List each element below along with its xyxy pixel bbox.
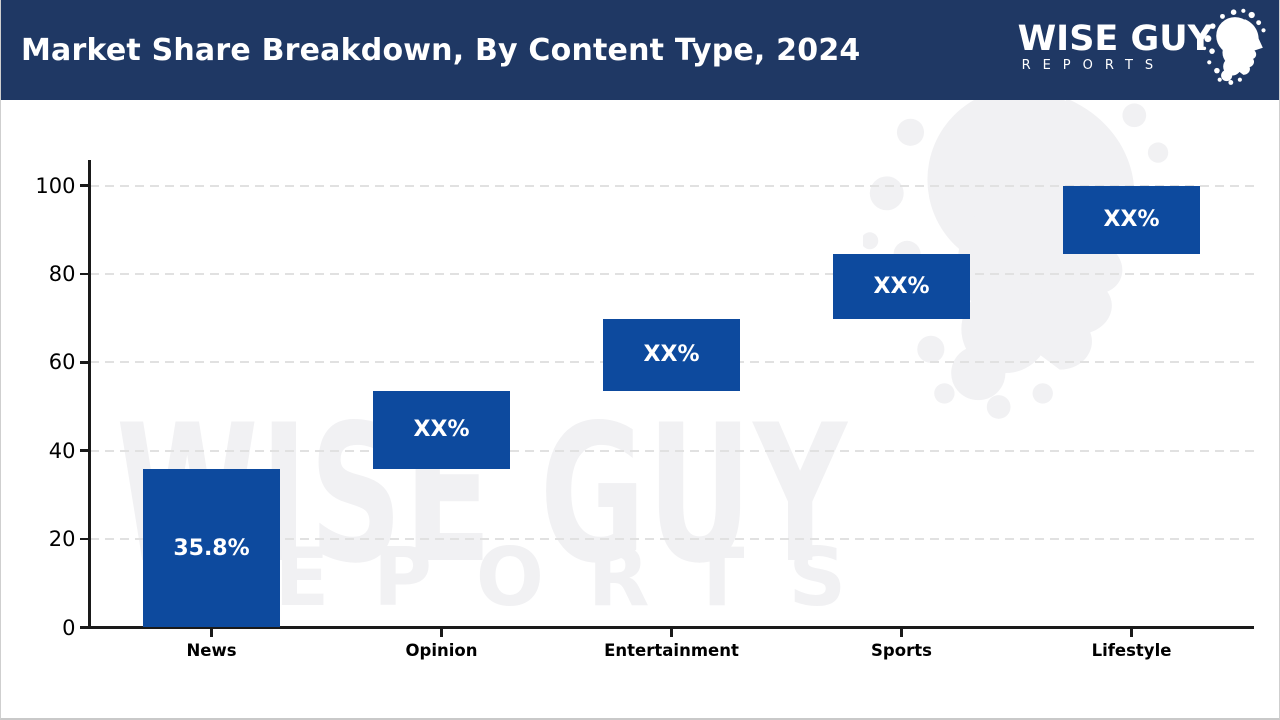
x-tick-news bbox=[210, 629, 213, 637]
y-tick-label-60: 60 bbox=[48, 350, 76, 375]
y-axis bbox=[88, 160, 91, 629]
category-label-opinion: Opinion bbox=[405, 640, 478, 660]
gridline-100 bbox=[89, 184, 1254, 187]
gridline-40 bbox=[89, 449, 1254, 452]
bar-entertainment: XX% bbox=[603, 318, 740, 391]
y-tick-label-80: 80 bbox=[48, 261, 76, 286]
bar-value-label-news: 35.8% bbox=[173, 535, 250, 561]
wiseguy-logo: WISE GUY REPORTS bbox=[1018, 8, 1267, 86]
y-tick-100 bbox=[80, 184, 89, 187]
bar-opinion: XX% bbox=[373, 390, 510, 470]
chart-area: WISE GUY REPORTS 0 20 40 60 80 100 35.8% News XX… bbox=[1, 100, 1280, 718]
logo-sub-text: REPORTS bbox=[1021, 57, 1166, 73]
logo-text: WISE GUY REPORTS bbox=[1018, 21, 1213, 73]
bar-value-label-sports: XX% bbox=[873, 273, 930, 299]
bar-value-label-lifestyle: XX% bbox=[1103, 207, 1160, 233]
x-tick-lifestyle bbox=[1130, 629, 1133, 637]
bar-value-label-opinion: XX% bbox=[413, 417, 470, 443]
logo-brand-text: WISE GUY bbox=[1017, 19, 1213, 60]
gridline-20 bbox=[89, 538, 1254, 541]
chart-header: Market Share Breakdown, By Content Type,… bbox=[1, 0, 1279, 100]
face-profile-icon bbox=[1203, 8, 1266, 85]
y-tick-20 bbox=[80, 537, 89, 541]
y-tick-80 bbox=[80, 272, 89, 276]
plot: 0 20 40 60 80 100 35.8% News XX% Opinion XX% Entert… bbox=[1, 100, 1280, 718]
category-label-entertainment: Entertainment bbox=[604, 640, 739, 660]
y-tick-0 bbox=[80, 626, 89, 629]
bar-news: 35.8% bbox=[143, 469, 280, 628]
bar-value-label-entertainment: XX% bbox=[643, 342, 700, 368]
y-tick-label-20: 20 bbox=[48, 527, 76, 552]
category-label-sports: Sports bbox=[871, 640, 932, 660]
category-label-news: News bbox=[186, 640, 237, 660]
x-tick-entertainment bbox=[670, 629, 673, 637]
x-tick-opinion bbox=[440, 629, 443, 637]
y-tick-label-100: 100 bbox=[35, 173, 76, 198]
bar-sports: XX% bbox=[833, 254, 970, 319]
bar-lifestyle: XX% bbox=[1063, 185, 1200, 254]
gridline-80 bbox=[89, 272, 1254, 275]
y-tick-label-40: 40 bbox=[48, 438, 76, 463]
chart-title: Market Share Breakdown, By Content Type,… bbox=[21, 32, 861, 68]
x-axis bbox=[87, 626, 1254, 629]
y-tick-40 bbox=[80, 449, 89, 452]
y-tick-label-0: 0 bbox=[62, 615, 76, 640]
category-label-lifestyle: Lifestyle bbox=[1091, 640, 1172, 660]
x-tick-sports bbox=[900, 629, 903, 637]
y-tick-60 bbox=[80, 361, 89, 364]
